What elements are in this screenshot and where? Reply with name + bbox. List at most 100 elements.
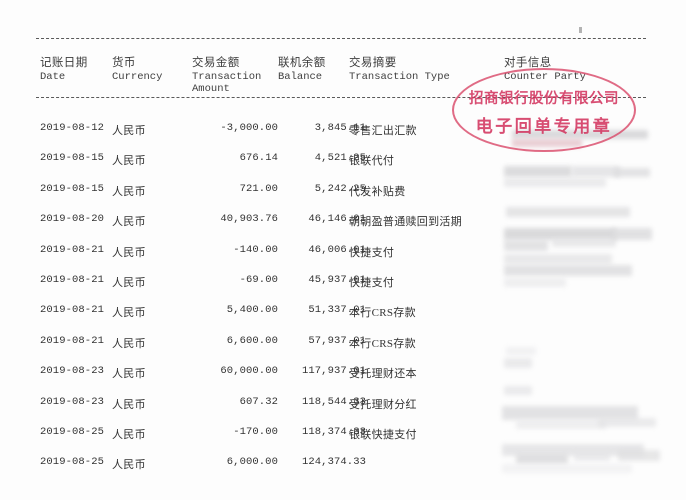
cell-amount: -170.00 [233, 426, 278, 438]
cell-amount: 6,000.00 [226, 456, 278, 469]
cell-balance: 4,521.25 [314, 152, 366, 165]
column-header-transaction-type-cn: 交易摘要 [349, 57, 397, 69]
column-header-date-en: Date [40, 71, 66, 83]
cell-date: 2019-08-25 [40, 426, 105, 438]
cell-balance: 118,544.33 [301, 395, 366, 408]
cell-date: 2019-08-15 [40, 152, 105, 165]
redacted-block [504, 166, 572, 177]
cell-balance: 45,937.01 [308, 274, 366, 286]
cell-amount: -69.00 [239, 274, 278, 286]
column-header-amount-en2: Amount [192, 83, 230, 95]
cell-transaction-type: 受托理财还本 [349, 368, 417, 381]
column-header-amount-en1: Transaction [192, 71, 262, 83]
column-header-amount: 交易金额 Transaction Amount [192, 56, 261, 95]
column-header-currency-cn: 货币 [112, 57, 136, 69]
cell-amount: 607.32 [239, 395, 278, 408]
redacted-block [504, 265, 632, 276]
cell-currency: 人民币 [112, 246, 146, 259]
column-header-date: 记账日期 Date [40, 56, 145, 84]
redacted-block [502, 406, 638, 420]
cell-transaction-type: 受托理财分红 [349, 398, 417, 411]
cell-transaction-type: 快捷支付 [349, 277, 395, 289]
cell-amount: 60,000.00 [220, 365, 278, 378]
redacted-block [572, 166, 620, 177]
redacted-block [552, 238, 616, 247]
cell-date: 2019-08-21 [40, 243, 105, 256]
column-header-currency-en: Currency [112, 71, 163, 83]
column-header-counter-party-cn: 对手信息 [504, 57, 552, 69]
redacted-block [504, 178, 606, 187]
top-divider-line [36, 38, 646, 39]
cell-currency: 人民币 [112, 429, 146, 441]
cell-amount: -3,000.00 [220, 122, 278, 134]
cell-date: 2019-08-23 [40, 365, 105, 378]
cell-amount: 676.14 [239, 152, 278, 165]
cell-amount: -140.00 [233, 243, 278, 256]
redacted-block [502, 464, 632, 473]
redacted-block [504, 254, 612, 264]
cell-transaction-type: 本行CRS存款 [349, 337, 416, 350]
cell-balance: 5,242.25 [314, 182, 366, 195]
redacted-block [504, 358, 532, 368]
redacted-block [574, 452, 610, 461]
column-header-date-cn: 记账日期 [40, 57, 88, 69]
cell-transaction-type: 朝朝盈普通赎回到活期 [349, 216, 462, 229]
redacted-block [504, 240, 548, 251]
cell-date: 2019-08-23 [40, 395, 105, 408]
cell-date: 2019-08-21 [40, 274, 105, 286]
redacted-block [506, 347, 536, 355]
redacted-block [504, 386, 532, 395]
cell-currency: 人民币 [112, 125, 146, 137]
cell-currency: 人民币 [112, 459, 146, 472]
cell-balance: 57,937.01 [308, 334, 366, 347]
cell-currency: 人民币 [112, 307, 146, 320]
cell-amount: 5,400.00 [226, 304, 278, 317]
cell-balance: 117,937.01 [301, 365, 366, 378]
cell-currency: 人民币 [112, 155, 146, 168]
header-divider-line [36, 97, 646, 98]
cell-transaction-type: 代发补贴费 [349, 185, 406, 198]
redacted-block [516, 454, 568, 464]
column-header-balance-en: Balance [278, 71, 323, 83]
redacted-block [516, 420, 606, 429]
cell-date: 2019-08-15 [40, 182, 105, 195]
cell-balance: 3,845.11 [314, 122, 366, 134]
redacted-block [598, 418, 656, 427]
cell-date: 2019-08-21 [40, 334, 105, 347]
cell-amount: 721.00 [239, 182, 278, 195]
redacted-block [618, 450, 660, 461]
cell-transaction-type: 本行CRS存款 [349, 307, 416, 320]
redacted-block [504, 228, 616, 240]
cell-transaction-type: 快捷支付 [349, 246, 395, 259]
cell-balance: 51,337.01 [308, 304, 366, 317]
redacted-block [504, 278, 566, 287]
column-header-transaction-type-en: Transaction Type [349, 71, 450, 83]
cell-currency: 人民币 [112, 216, 146, 229]
cell-amount: 40,903.76 [220, 213, 278, 226]
redacted-block [512, 130, 648, 139]
cell-date: 2019-08-25 [40, 456, 105, 469]
cell-currency: 人民币 [112, 185, 146, 198]
cell-date: 2019-08-20 [40, 213, 105, 226]
cell-currency: 人民币 [112, 368, 146, 381]
cell-currency: 人民币 [112, 277, 146, 289]
cell-transaction-type: 零售汇出汇款 [349, 125, 417, 137]
column-header-balance: 联机余额 Balance [278, 56, 326, 84]
column-header-counter-party-en: Counter Party [504, 71, 586, 83]
redacted-block [612, 228, 652, 240]
cell-date: 2019-08-21 [40, 304, 105, 317]
column-header-amount-cn: 交易金额 [192, 57, 240, 69]
cell-balance: 46,146.01 [308, 213, 366, 226]
redacted-block [506, 207, 630, 217]
cell-transaction-type: 银联代付 [349, 155, 395, 168]
cell-currency: 人民币 [112, 337, 146, 350]
cell-balance: 118,374.33 [301, 426, 366, 438]
cell-balance: 124,374.33 [301, 456, 366, 469]
column-header-transaction-type: 交易摘要 Transaction Type [349, 56, 450, 84]
column-header-counter-party: 对手信息 Counter Party [504, 56, 586, 84]
cell-transaction-type: 银联快捷支付 [349, 429, 417, 441]
cell-amount: 6,600.00 [226, 334, 278, 347]
cell-currency: 人民币 [112, 398, 146, 411]
stray-scan-mark [579, 27, 582, 33]
